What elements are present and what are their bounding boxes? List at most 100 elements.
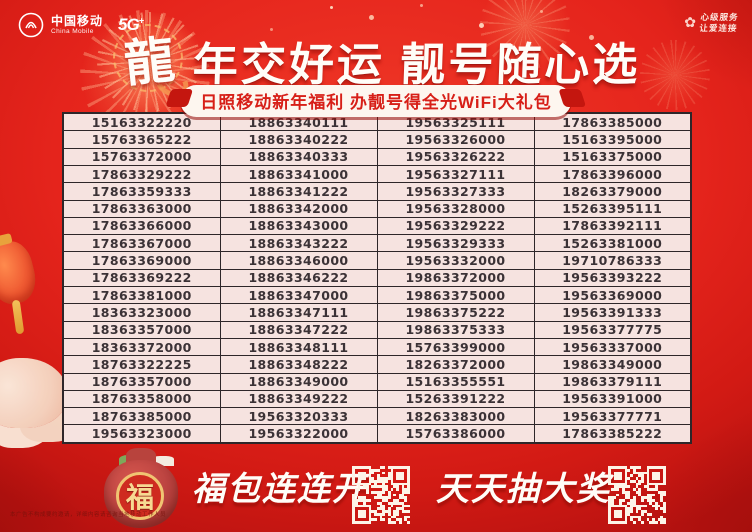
footer-slogan-right: 天天抽大奖 xyxy=(436,470,611,507)
qr-module xyxy=(387,474,391,477)
qr-module xyxy=(404,504,407,508)
qr-module xyxy=(357,471,361,475)
qr-module xyxy=(621,490,625,494)
qr-module xyxy=(646,482,650,486)
qr-module xyxy=(616,466,619,469)
qr-module xyxy=(376,479,380,483)
qr-module xyxy=(401,507,405,510)
qr-module xyxy=(619,512,622,516)
qr-module xyxy=(382,518,385,521)
qr-module xyxy=(632,496,636,499)
qr-module xyxy=(352,479,355,483)
qr-module xyxy=(363,501,366,505)
china-mobile-emblem-icon xyxy=(18,12,44,38)
qr-module xyxy=(663,521,666,524)
qr-module xyxy=(610,482,614,486)
qr-module xyxy=(382,477,385,480)
qr-module xyxy=(360,474,363,477)
phone-number-cell: 17863369222 xyxy=(62,268,221,288)
qr-module xyxy=(376,496,380,499)
qr-module xyxy=(646,474,650,477)
flower-seal-icon: ✿ xyxy=(684,14,696,31)
qr-module xyxy=(619,471,622,475)
qr-code-right xyxy=(608,466,666,524)
qr-module xyxy=(352,482,355,486)
qr-module xyxy=(401,510,405,513)
phone-number-cell: 17863363000 xyxy=(62,199,221,218)
qr-module xyxy=(352,468,355,472)
qr-module xyxy=(374,479,377,483)
qr-module xyxy=(407,479,410,483)
qr-module xyxy=(363,477,366,480)
qr-module xyxy=(354,521,358,524)
phone-number-cell: 18863347222 xyxy=(219,320,378,339)
qr-module xyxy=(398,507,402,510)
phone-numbers-table-body: 15163322220 18863340111 19563325111 1786338… xyxy=(62,112,692,444)
qr-module xyxy=(632,466,636,469)
phone-number-cell: 15763386000 xyxy=(376,424,535,444)
phone-number-cell: 18263383000 xyxy=(376,407,535,426)
phone-number-cell: 19563337000 xyxy=(533,337,692,357)
qr-module xyxy=(368,479,372,483)
qr-module xyxy=(663,507,666,510)
table-row: 17863369000 18863346000 19563332000 1971078… xyxy=(62,251,692,270)
qr-module xyxy=(393,515,396,519)
lucky-bag-icon: 福 xyxy=(98,446,184,530)
qr-module xyxy=(654,504,658,508)
phone-number-cell: 18863341222 xyxy=(219,182,378,201)
qr-module xyxy=(619,504,622,508)
qr-module xyxy=(379,466,383,469)
qr-module xyxy=(627,485,630,488)
qr-module xyxy=(354,499,358,502)
qr-module xyxy=(627,510,630,513)
qr-module xyxy=(371,479,374,483)
qr-module xyxy=(407,510,410,513)
table-row: 18763385000 19563320333 18263383000 1956337… xyxy=(62,407,692,426)
qr-module xyxy=(404,482,407,486)
qr-module xyxy=(352,471,355,475)
qr-module xyxy=(407,490,410,494)
qr-module xyxy=(608,507,611,510)
table-row: 18763357000 18863349000 15163355551 1986337… xyxy=(62,372,692,391)
phone-number-cell: 18863348111 xyxy=(219,337,378,357)
qr-module xyxy=(401,504,405,508)
qr-module xyxy=(624,471,628,475)
qr-module xyxy=(610,501,614,505)
qr-code-left xyxy=(352,466,410,524)
qr-module xyxy=(657,474,661,477)
qr-module xyxy=(360,466,363,469)
qr-module xyxy=(357,515,361,519)
qr-module xyxy=(401,493,405,497)
qr-module xyxy=(663,482,666,486)
phone-numbers-table: 15163322220 18863340111 19563325111 1786338… xyxy=(62,112,692,444)
qr-module xyxy=(654,482,658,486)
qr-module xyxy=(390,488,394,491)
qr-module xyxy=(643,496,647,499)
qr-module xyxy=(360,504,363,508)
qr-module xyxy=(365,488,369,491)
qr-module xyxy=(360,482,363,486)
qr-module xyxy=(638,515,641,519)
table-row: 17863367000 18863343222 19563329333 1526338… xyxy=(62,234,692,253)
qr-module xyxy=(376,477,380,480)
qr-module xyxy=(630,466,633,469)
phone-number-cell: 18863349000 xyxy=(219,372,378,391)
qr-module xyxy=(357,485,361,488)
qr-module xyxy=(610,504,614,508)
table-row: 19563323000 19563322000 15763386000 1786338… xyxy=(62,424,692,444)
firework-sparkles xyxy=(330,6,333,9)
qr-module xyxy=(635,510,639,513)
qr-module xyxy=(371,477,374,480)
qr-module xyxy=(382,485,385,488)
qr-module xyxy=(630,510,633,513)
qr-module xyxy=(390,474,394,477)
qr-module xyxy=(613,477,617,480)
qr-module xyxy=(390,482,394,486)
qr-module xyxy=(363,482,366,486)
qr-module xyxy=(382,488,385,491)
qr-module xyxy=(660,499,663,502)
table-row: 17863381000 18863347000 19863375000 1956336… xyxy=(62,286,692,305)
qr-module xyxy=(624,496,628,499)
qr-module xyxy=(382,507,385,510)
qr-module xyxy=(627,512,630,516)
